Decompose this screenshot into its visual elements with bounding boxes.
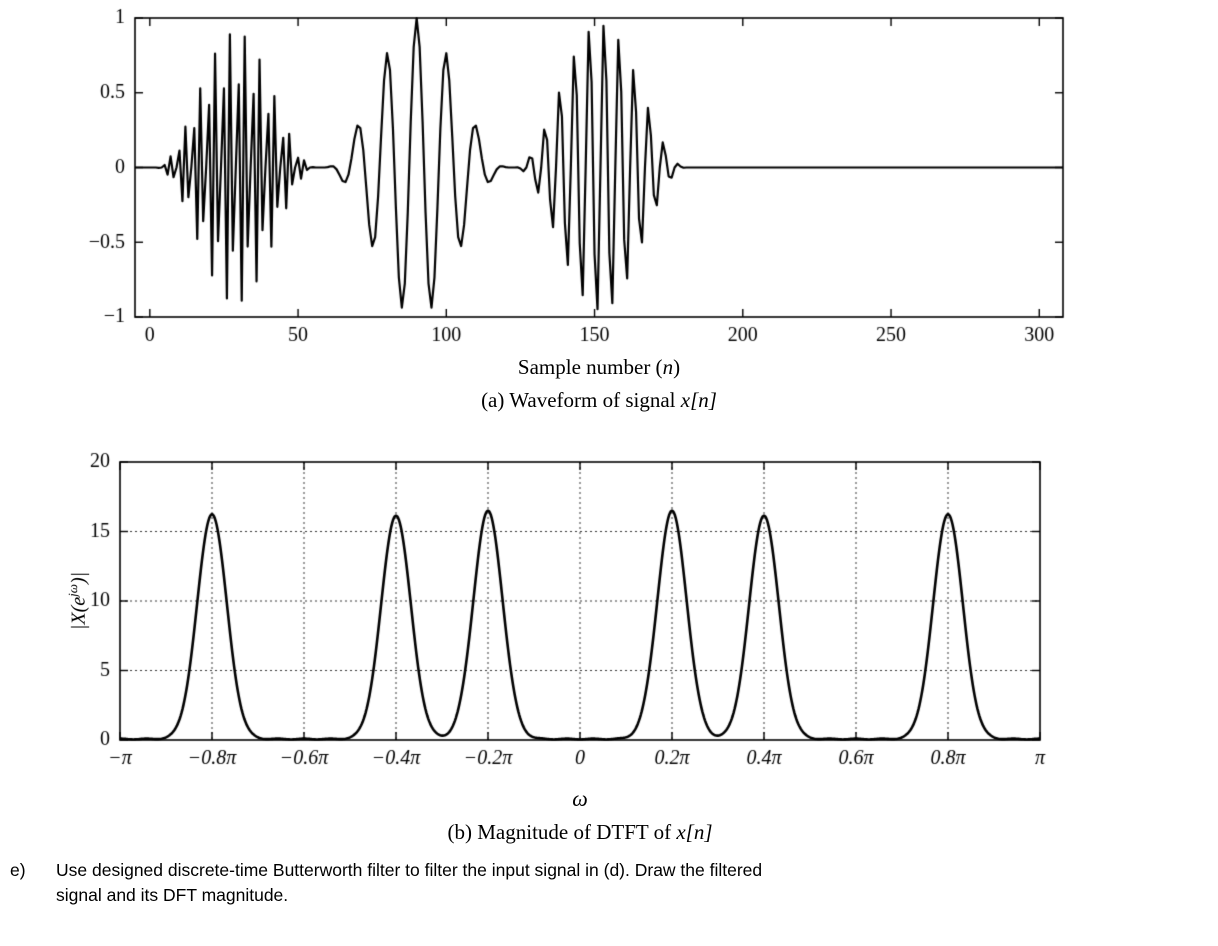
waveform-xaxis-label-var: n: [662, 355, 674, 379]
dtft-caption: (b) Magnitude of DTFT of x[n]: [120, 820, 1040, 845]
waveform-plot-canvas: [0, 0, 1218, 352]
question-text-line-1: Use designed discrete-time Butterworth f…: [56, 860, 763, 880]
dtft-caption-text: (b) Magnitude of DTFT of: [447, 820, 677, 844]
question-label: e): [10, 860, 26, 880]
dtft-xaxis-label: ω: [572, 786, 588, 811]
dtft-plot-canvas: [0, 436, 1218, 776]
question-text: Use designed discrete-time Butterworth f…: [56, 858, 1210, 908]
dtft-yaxis-label-pre: |X(e: [67, 596, 90, 631]
dtft-yaxis-label-sup: jω: [65, 584, 81, 597]
waveform-xaxis-label: Sample number (n): [135, 355, 1063, 380]
waveform-caption: (a) Waveform of signal x[n]: [135, 388, 1063, 413]
waveform-xaxis-label-pre: Sample number (: [517, 355, 663, 379]
question-text-line-2: signal and its DFT magnitude.: [56, 884, 289, 905]
dtft-caption-var: x[n]: [676, 820, 713, 844]
dtft-yaxis-label: |X(ejω)|: [65, 572, 91, 630]
waveform-caption-var: x[n]: [680, 388, 717, 412]
question-item-e: e) Use designed discrete-time Butterwort…: [10, 858, 1210, 908]
dtft-yaxis-label-post: )|: [67, 571, 90, 585]
waveform-caption-text: (a) Waveform of signal: [481, 388, 681, 412]
waveform-xaxis-label-post: ): [673, 355, 681, 379]
